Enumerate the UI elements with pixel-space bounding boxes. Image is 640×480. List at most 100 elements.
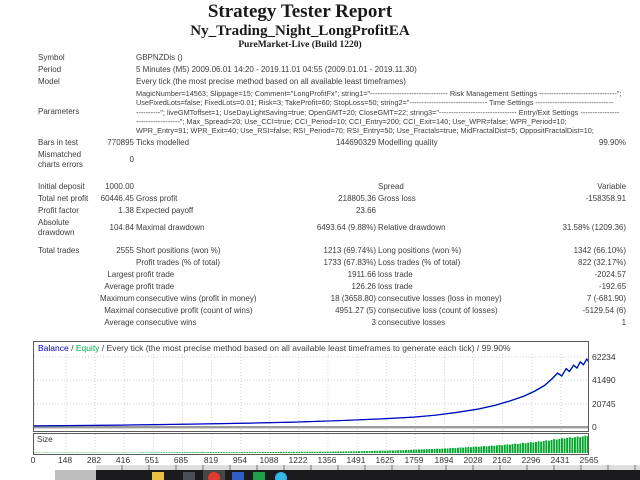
- taskbar-app-icon-yellow[interactable]: [152, 472, 164, 480]
- table-row: Initial deposit 1000.00 Spread Variable: [38, 181, 628, 193]
- ea-name: Ny_Trading_Night_LongProfitEA: [190, 23, 410, 39]
- report-cell: Symbol: [38, 53, 65, 62]
- report-cell: 1342 (66.10%): [573, 245, 627, 255]
- report-cell: Total net profit: [38, 193, 89, 203]
- report-cell: Maximal: [104, 305, 134, 315]
- table-row: Average consecutive wins 3 consecutive loss…: [38, 317, 628, 329]
- report-cell: 126.26: [351, 281, 376, 291]
- report-cell: Gross loss: [378, 193, 416, 203]
- table-spacer: [38, 171, 628, 181]
- report-cell: 1213 (69.74%): [323, 245, 376, 255]
- main-chart-svg: [34, 354, 588, 431]
- chart-legend: Balance / Equity / Every tick (the most …: [38, 343, 510, 353]
- report-cell: Every tick (the most precise method base…: [136, 77, 406, 86]
- legend-separator-2: /: [99, 343, 107, 353]
- x-axis-labels: 0 148 282 416 551 685 819 954 1088 1222 1356 1491 16…: [0, 455, 640, 465]
- report-cell: Long positions (won %): [378, 245, 462, 255]
- balance-label: Balance: [38, 343, 69, 353]
- x-axis-label: 2565: [579, 455, 599, 465]
- x-axis-label: 2028: [463, 455, 483, 465]
- report-cell: [38, 257, 100, 269]
- table-row: Total net profit 60446.45 Gross profit 2188…: [38, 193, 628, 205]
- report-cell: Bars in test: [38, 137, 79, 147]
- report-cell: 1733 (67.83%): [323, 257, 376, 267]
- report-cell: Spread: [378, 181, 404, 191]
- report-cell: MagicNumber=14563; Slippage=15; Comment=…: [136, 88, 628, 137]
- x-axis-label: 954: [232, 455, 248, 465]
- report-cell: Modelling quality: [378, 137, 438, 147]
- taskbar[interactable]: [96, 470, 640, 480]
- x-axis-label: 1759: [404, 455, 424, 465]
- report-cell: profit trade: [136, 269, 175, 279]
- report-cell: Variable: [597, 181, 627, 191]
- taskbar-app-icon-lightblue[interactable]: [275, 472, 287, 480]
- horizontal-scrollbar[interactable]: [96, 465, 640, 470]
- x-axis-label: 0: [30, 455, 36, 465]
- report-cell: Maximum: [100, 293, 135, 303]
- report-cell: 104.84: [109, 222, 134, 232]
- report-cell: [510, 205, 628, 217]
- size-chart-panel: Size: [33, 433, 589, 455]
- x-axis-label: 1625: [375, 455, 395, 465]
- report-cell: 822 (32.17%): [578, 257, 627, 267]
- table-row: Profit factor 1.38 Expected payoff 23.66: [38, 205, 628, 217]
- report-cell: 770895: [107, 137, 134, 147]
- report-cell: 4951.27 (5): [335, 305, 376, 315]
- size-label: Size: [37, 435, 53, 444]
- report-cell: Parameters: [38, 107, 80, 117]
- legend-description: Every tick (the most precise method base…: [106, 343, 511, 353]
- report-cell: [306, 181, 378, 193]
- report-cell: [100, 52, 136, 64]
- parameter-line: MagicNumber=14563; Slippage=15; Comment=…: [136, 89, 622, 98]
- report-cell: 2555: [116, 245, 134, 255]
- report-cell: 1911.66: [347, 269, 376, 279]
- report-cell: [100, 88, 136, 137]
- report-cell: 18 (3658.80): [330, 293, 376, 303]
- table-row: Maximal consecutive profit (count of wins…: [38, 305, 628, 317]
- taskbar-app-icon-blue[interactable]: [232, 472, 244, 480]
- taskbar-app-icon-dark[interactable]: [183, 472, 195, 480]
- taskbar-start-area[interactable]: [55, 470, 96, 480]
- report-cell: profit trade: [136, 281, 175, 291]
- report-header: Strategy Tester Report Ny_Trading_Night_…: [0, 0, 600, 50]
- table-row: Maximum consecutive wins (profit in money…: [38, 293, 628, 305]
- report-cell: 99.90%: [598, 137, 627, 147]
- parameter-line: ----------"; liveGMToffset=1; UseDayLigh…: [136, 107, 620, 117]
- table-row: Largest profit trade 1911.66 loss trade -202…: [38, 269, 628, 281]
- broker-build: PureMarket-Live (Build 1220): [238, 40, 362, 50]
- table-row: Profit trades (% of total) 1733 (67.83%) L…: [38, 257, 628, 269]
- main-chart-panel: Balance / Equity / Every tick (the most …: [33, 341, 589, 432]
- x-axis-label: 282: [86, 455, 102, 465]
- x-axis-label: 1088: [259, 455, 279, 465]
- report-cell: [38, 293, 100, 305]
- report-cell: Profit factor: [38, 205, 79, 215]
- x-axis-label: 551: [144, 455, 160, 465]
- report-cell: 31.58% (1209.36): [562, 222, 627, 232]
- taskbar-app-icon-green[interactable]: [253, 472, 265, 480]
- report-cell: Average: [104, 317, 134, 327]
- report-cell: [100, 76, 136, 88]
- report-cell: Initial deposit: [38, 181, 85, 191]
- report-cell: -192.65: [598, 281, 627, 291]
- y-axis-label: 0: [592, 422, 597, 432]
- report-cell: 60446.45: [100, 193, 134, 203]
- report-cell: [378, 149, 510, 171]
- x-axis-label: 416: [115, 455, 131, 465]
- report-table-body: Symbol GBPNZDis () Period 5 Minutes (M5) 20…: [38, 52, 628, 329]
- y-axis-label: 41490: [592, 375, 616, 385]
- parameter-line: UseFixedLots=false; FixedLots=0.01; Risk…: [136, 98, 614, 108]
- report-cell: -158358.91: [585, 193, 627, 203]
- report-title: Strategy Tester Report: [207, 1, 393, 22]
- x-axis-label: 148: [57, 455, 73, 465]
- report-cell: [510, 149, 628, 171]
- report-cell: [38, 305, 100, 317]
- table-row: Total trades 2555 Short positions (won %) 1…: [38, 245, 628, 257]
- report-table: Symbol GBPNZDis () Period 5 Minutes (M5) 20…: [38, 52, 628, 329]
- report-cell: consecutive wins (profit in money): [136, 293, 257, 303]
- x-axis-label: 2162: [492, 455, 512, 465]
- y-axis-label: 62234: [592, 352, 616, 362]
- report-cell: 5 Minutes (M5) 2009.06.01 14:20 - 2019.1…: [136, 65, 417, 74]
- taskbar-app-icon-red[interactable]: [208, 472, 220, 480]
- report-cell: -5129.54 (6): [582, 305, 627, 315]
